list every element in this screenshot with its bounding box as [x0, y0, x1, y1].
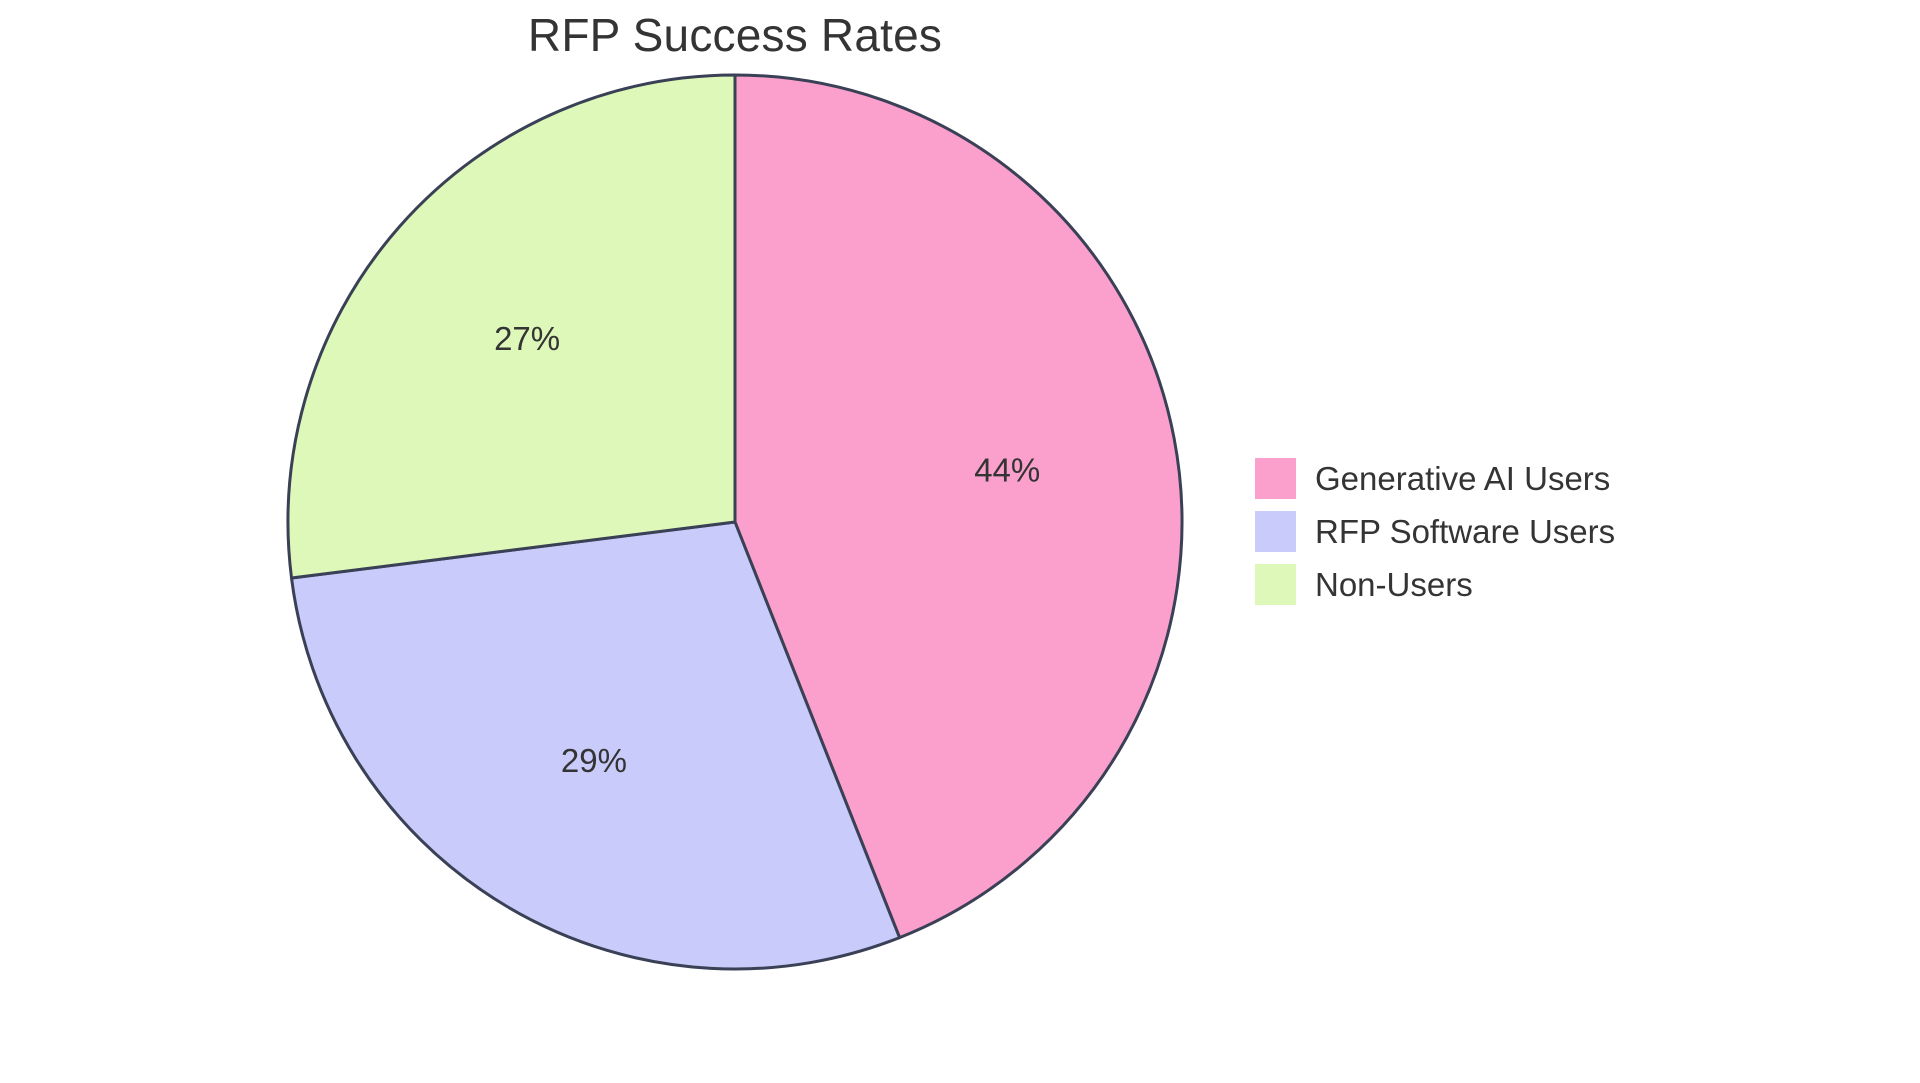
legend-item-generative-ai-users[interactable]: Generative AI Users [1255, 457, 1615, 499]
pie-slice-rfp-software-users[interactable] [290, 520, 902, 971]
legend-label-non-users: Non-Users [1315, 565, 1473, 603]
legend-swatch-rfp-software-users [1255, 510, 1296, 552]
legend-label-generative-ai-users: Generative AI Users [1315, 459, 1611, 497]
pie-slice-generative-ai-users[interactable] [733, 73, 1184, 940]
legend-item-non-users[interactable]: Non-Users [1255, 563, 1615, 605]
legend-label-rfp-software-users: RFP Software Users [1315, 512, 1616, 550]
pie-slice-label-non-users: 27% [494, 320, 560, 357]
legend-swatch-non-users [1255, 563, 1296, 605]
legend-swatch-generative-ai-users [1255, 457, 1296, 499]
pie-slice-label-generative-ai-users: 44% [974, 452, 1040, 489]
pie-slices-group [286, 73, 1184, 971]
pie-slice-non-users[interactable] [286, 73, 737, 580]
pie-slice-label-rfp-software-users: 29% [561, 742, 627, 779]
legend-item-rfp-software-users[interactable]: RFP Software Users [1255, 510, 1616, 552]
pie-slice-labels-group: 44% 29% 27% [494, 320, 1040, 779]
chart-legend: Generative AI Users RFP Software Users N… [1255, 457, 1616, 605]
chart-title: RFP Success Rates [527, 9, 943, 61]
